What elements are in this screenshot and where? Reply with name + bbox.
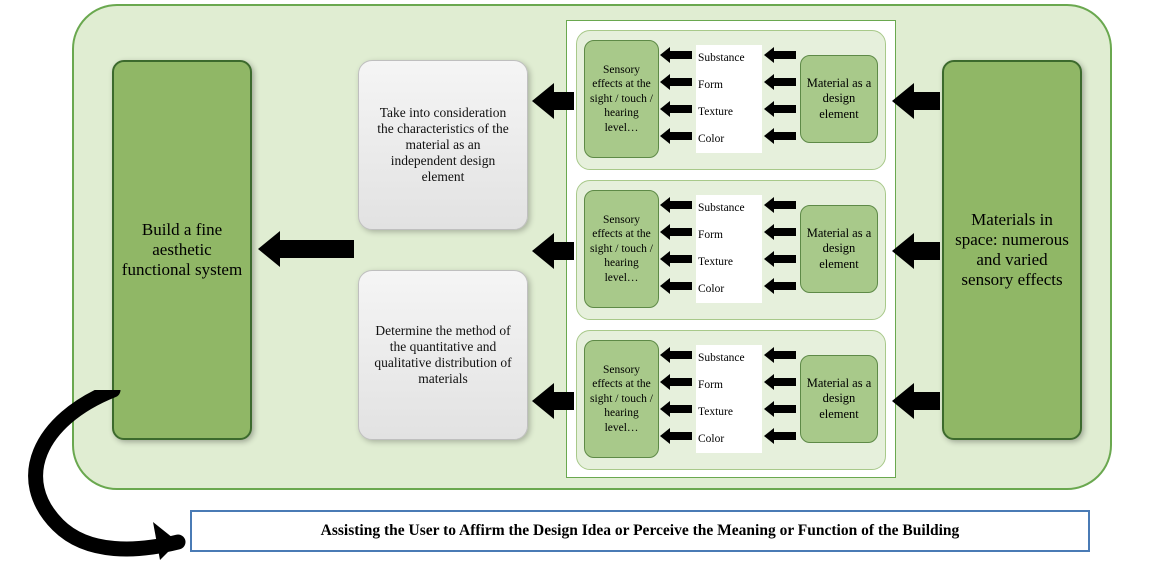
- mini-arrow-attr-sensory-2a: [660, 200, 692, 210]
- material-label-2: Material as a design element: [805, 226, 873, 273]
- build-system-box: Build a fine aesthetic functional system: [112, 60, 252, 440]
- build-system-label: Build a fine aesthetic functional system: [120, 220, 244, 280]
- mini-arrow-attr-sensory-2c: [660, 254, 692, 264]
- material-box-1: Material as a design element: [800, 55, 878, 143]
- arrow-mid-to-left: [258, 240, 354, 276]
- materials-space-label: Materials in space: numerous and varied …: [950, 210, 1074, 290]
- mini-arrow-mat-attr-3d: [764, 431, 796, 441]
- sensory-box-3: Sensory effects at the sight / touch / h…: [584, 340, 659, 458]
- bottom-caption-box: Assisting the User to Affirm the Design …: [190, 510, 1090, 552]
- arrow-panel3-to-midbot: [532, 392, 574, 428]
- consider-characteristics-box: Take into consideration the characterist…: [358, 60, 528, 230]
- determine-method-label: Determine the method of the quantitative…: [371, 323, 515, 387]
- material-label-1: Material as a design element: [805, 76, 873, 123]
- sensory-box-1: Sensory effects at the sight / touch / h…: [584, 40, 659, 158]
- attr-substance-3: Substance: [696, 350, 762, 366]
- mini-arrow-attr-sensory-3b: [660, 377, 692, 387]
- materials-space-box: Materials in space: numerous and varied …: [942, 60, 1082, 440]
- curve-arrow-icon: [18, 390, 198, 560]
- mini-arrow-attr-sensory-3c: [660, 404, 692, 414]
- sensory-label-1: Sensory effects at the sight / touch / h…: [589, 63, 654, 135]
- attr-texture-3: Texture: [696, 404, 762, 420]
- mini-arrow-mat-attr-2d: [764, 281, 796, 291]
- sensory-label-3: Sensory effects at the sight / touch / h…: [589, 363, 654, 435]
- attr-color-2: Color: [696, 281, 762, 297]
- attr-substance-1: Substance: [696, 50, 762, 66]
- arrow-right-to-panel1: [892, 92, 940, 128]
- arrow-panel2-to-mid: [532, 242, 574, 278]
- mini-arrow-attr-sensory-1c: [660, 104, 692, 114]
- mini-arrow-attr-sensory-1d: [660, 131, 692, 141]
- mini-arrow-mat-attr-3b: [764, 377, 796, 387]
- bottom-caption-label: Assisting the User to Affirm the Design …: [321, 522, 960, 540]
- material-box-2: Material as a design element: [800, 205, 878, 293]
- material-box-3: Material as a design element: [800, 355, 878, 443]
- mini-arrow-mat-attr-2b: [764, 227, 796, 237]
- attr-list-3: Substance Form Texture Color: [696, 345, 762, 453]
- attr-form-2: Form: [696, 227, 762, 243]
- mini-arrow-attr-sensory-2d: [660, 281, 692, 291]
- attr-list-2: Substance Form Texture Color: [696, 195, 762, 303]
- attr-color-3: Color: [696, 431, 762, 447]
- attr-form-1: Form: [696, 77, 762, 93]
- mini-arrow-mat-attr-2c: [764, 254, 796, 264]
- arrow-right-to-panel2: [892, 242, 940, 278]
- determine-method-box: Determine the method of the quantitative…: [358, 270, 528, 440]
- mini-arrow-mat-attr-2a: [764, 200, 796, 210]
- attr-color-1: Color: [696, 131, 762, 147]
- mini-arrow-mat-attr-1b: [764, 77, 796, 87]
- attr-texture-2: Texture: [696, 254, 762, 270]
- arrow-panel1-to-midtop: [532, 92, 574, 128]
- material-label-3: Material as a design element: [805, 376, 873, 423]
- mini-arrow-attr-sensory-2b: [660, 227, 692, 237]
- mini-arrow-attr-sensory-3d: [660, 431, 692, 441]
- mini-arrow-mat-attr-1a: [764, 50, 796, 60]
- attr-substance-2: Substance: [696, 200, 762, 216]
- mini-arrow-mat-attr-1d: [764, 131, 796, 141]
- sensory-label-2: Sensory effects at the sight / touch / h…: [589, 213, 654, 285]
- mini-arrow-attr-sensory-1b: [660, 77, 692, 87]
- attr-list-1: Substance Form Texture Color: [696, 45, 762, 153]
- mini-arrow-attr-sensory-1a: [660, 50, 692, 60]
- sensory-box-2: Sensory effects at the sight / touch / h…: [584, 190, 659, 308]
- consider-characteristics-label: Take into consideration the characterist…: [371, 105, 515, 185]
- mini-arrow-mat-attr-3a: [764, 350, 796, 360]
- attr-form-3: Form: [696, 377, 762, 393]
- mini-arrow-mat-attr-1c: [764, 104, 796, 114]
- attr-texture-1: Texture: [696, 104, 762, 120]
- mini-arrow-mat-attr-3c: [764, 404, 796, 414]
- mini-arrow-attr-sensory-3a: [660, 350, 692, 360]
- arrow-right-to-panel3: [892, 392, 940, 428]
